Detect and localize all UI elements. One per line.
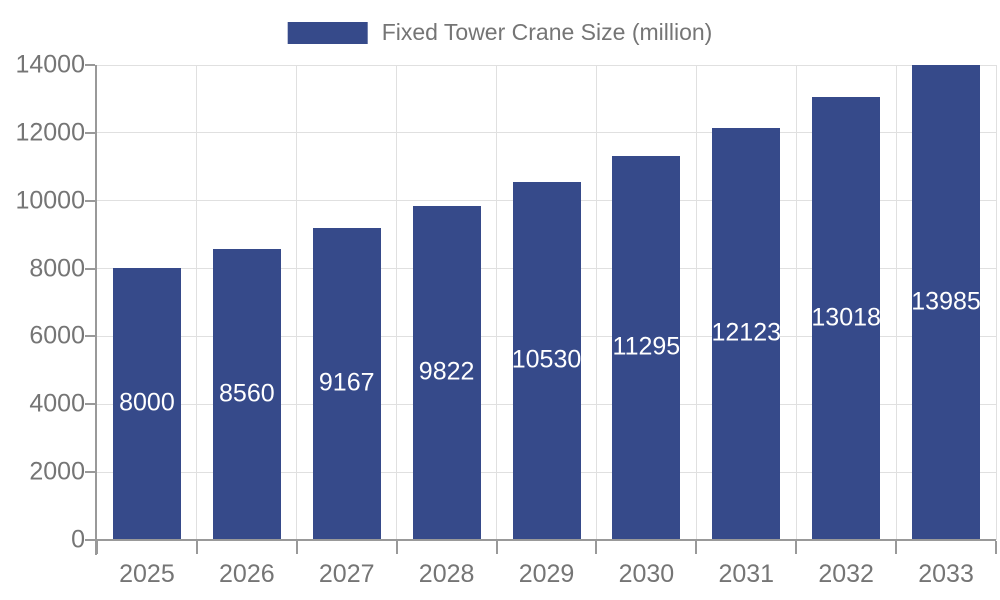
- gridline-vertical: [496, 65, 498, 540]
- y-tick-label: 2000: [29, 457, 85, 486]
- bar[interactable]: 8560: [212, 248, 281, 539]
- gridline-vertical: [695, 65, 697, 540]
- bar-value-label: 11295: [612, 332, 681, 361]
- gridline-vertical: [396, 65, 398, 540]
- x-tick-label: 2032: [818, 560, 874, 588]
- y-tick-mark: [85, 131, 95, 134]
- x-tick-mark: [595, 541, 598, 554]
- x-tick-label: 2028: [418, 560, 475, 588]
- legend-label: Fixed Tower Crane Size (million): [381, 19, 713, 45]
- y-tick-mark: [85, 64, 95, 66]
- bar-value-label: 10530: [511, 345, 582, 374]
- x-tick-label: 2031: [718, 560, 775, 588]
- y-axis-labels: 0 2000 4000 6000 8000 10000 12000 14000: [0, 0, 85, 600]
- x-axis-line: [95, 539, 996, 541]
- bar[interactable]: 13985: [911, 64, 981, 539]
- bar[interactable]: 9822: [412, 205, 481, 539]
- x-tick-mark: [695, 541, 698, 554]
- x-tick-label: 2033: [918, 560, 974, 588]
- gridline-vertical: [895, 65, 897, 540]
- gridline-horizontal: [97, 64, 996, 66]
- x-tick-label: 2025: [119, 560, 175, 588]
- x-tick-label: 2030: [618, 560, 675, 588]
- bar[interactable]: 12123: [711, 127, 782, 539]
- y-tick-label: 12000: [15, 118, 85, 147]
- x-tick-label: 2029: [518, 560, 575, 588]
- y-tick-label: 10000: [15, 186, 85, 215]
- bar-value-label: 8000: [119, 388, 175, 417]
- y-tick-mark: [85, 267, 95, 270]
- y-tick-mark: [85, 199, 95, 202]
- x-tick-label: 2026: [219, 560, 275, 588]
- y-tick-label: 6000: [29, 321, 85, 350]
- bar-value-label: 9822: [418, 357, 475, 386]
- y-tick-mark: [85, 403, 95, 406]
- bar[interactable]: 13018: [811, 97, 881, 539]
- bar[interactable]: 8000: [112, 267, 181, 539]
- legend-swatch: [287, 21, 368, 44]
- gridline-horizontal: [97, 132, 996, 134]
- x-tick-mark: [195, 541, 198, 554]
- bar-value-label: 13985: [911, 287, 981, 316]
- legend[interactable]: Fixed Tower Crane Size (million): [287, 19, 713, 46]
- gridline-vertical: [595, 65, 597, 540]
- x-tick-mark: [795, 541, 798, 554]
- gridline-vertical: [196, 65, 198, 540]
- y-tick-mark: [85, 539, 95, 541]
- gridline-vertical: [795, 65, 797, 540]
- y-tick-label: 4000: [29, 389, 85, 418]
- x-tick-mark: [995, 541, 997, 554]
- x-tick-mark: [495, 541, 498, 554]
- x-tick-mark: [96, 541, 98, 554]
- plot-area: 8000 8560 9167 9822 10530 11295 12123 13018 1398…: [85, 64, 997, 555]
- y-axis-line: [95, 65, 97, 555]
- bar-value-label: 13018: [811, 303, 881, 332]
- bar[interactable]: 9167: [312, 227, 381, 539]
- x-tick-mark: [895, 541, 898, 554]
- y-tick-label: 14000: [15, 50, 85, 79]
- y-tick-mark: [85, 335, 95, 338]
- x-tick-label: 2027: [318, 560, 375, 588]
- gridline-vertical: [296, 65, 298, 540]
- bar[interactable]: 11295: [612, 155, 681, 539]
- y-tick-label: 0: [71, 525, 85, 554]
- x-tick-mark: [295, 541, 298, 554]
- bar[interactable]: 10530: [511, 181, 582, 539]
- gridline-vertical: [995, 65, 997, 540]
- bar-value-label: 12123: [711, 318, 782, 347]
- y-tick-label: 8000: [29, 254, 85, 283]
- y-tick-mark: [85, 471, 95, 474]
- bar-value-label: 9167: [318, 368, 375, 397]
- x-tick-mark: [395, 541, 398, 554]
- bar-value-label: 8560: [219, 379, 275, 408]
